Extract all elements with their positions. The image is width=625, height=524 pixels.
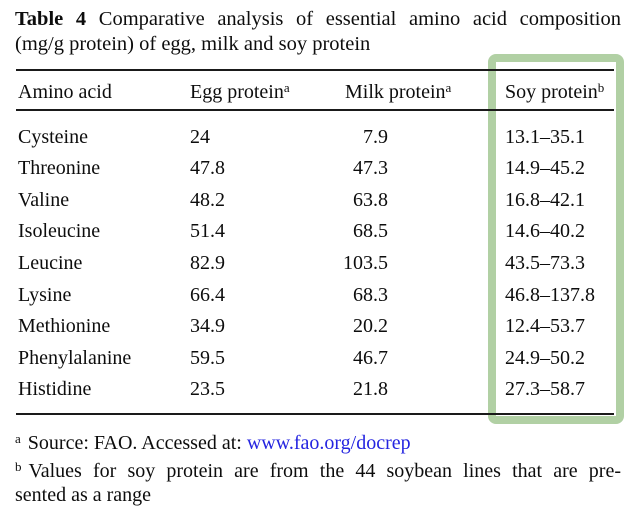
header-footnote-marker-a: a	[445, 80, 452, 95]
table-row: Cysteine 24 7.9 13.1–35.1	[0, 126, 625, 150]
cell-soy-value: 14.9–45.2	[505, 157, 585, 179]
table-header-row: Amino acid Egg proteina Milk proteina So…	[0, 81, 625, 105]
footnote-a-marker: a	[15, 431, 21, 446]
cell-soy-value: 27.3–58.7	[505, 378, 585, 400]
table-rule-top	[16, 69, 614, 71]
cell-egg-value: 47.8	[190, 157, 225, 179]
cell-milk-value: 21.8	[353, 378, 388, 400]
fao-link[interactable]: www.fao.org/docrep	[246, 432, 411, 454]
table-rule-header	[16, 109, 614, 111]
cell-milk-value: 68.5	[353, 220, 388, 242]
cell-egg-value: 23.5	[190, 378, 225, 400]
cell-egg-value: 24	[190, 126, 210, 148]
cell-egg-value: 48.2	[190, 189, 225, 211]
cell-amino-acid: Valine	[18, 189, 70, 211]
cell-amino-acid: Threonine	[18, 157, 101, 179]
soy-column-highlight-box	[488, 54, 624, 424]
cell-milk-value: 68.3	[353, 284, 388, 306]
table-caption: Table 4 Comparative analysis of essentia…	[15, 7, 621, 57]
cell-milk-value: 47.3	[353, 157, 388, 179]
cell-egg-value: 82.9	[190, 252, 225, 274]
cell-amino-acid: Methionine	[18, 315, 111, 337]
footnote-b-marker: b	[15, 459, 22, 474]
cell-amino-acid: Histidine	[18, 378, 92, 400]
cell-milk-value: 46.7	[353, 347, 388, 369]
cell-soy-value: 12.4–53.7	[505, 315, 585, 337]
footnote-a: a Source: FAO. Accessed at: www.fao.org/d…	[15, 431, 621, 455]
cell-amino-acid: Cysteine	[18, 126, 88, 148]
column-header-milk-protein: Milk proteina	[345, 80, 452, 103]
table-caption-line2: (mg/g protein) of egg, milk and soy prot…	[15, 33, 371, 55]
column-header-amino-acid: Amino acid	[18, 81, 112, 103]
column-header-egg-protein: Egg proteina	[190, 80, 290, 103]
column-header-soy-protein: Soy proteinb	[505, 80, 605, 103]
footnote-b-text: Values for soy protein are from the 44 s…	[28, 460, 622, 482]
table-row: Lysine 66.4 68.3 46.8–137.8	[0, 284, 625, 308]
table-row: Threonine 47.8 47.3 14.9–45.2	[0, 157, 625, 181]
cell-soy-value: 46.8–137.8	[505, 284, 595, 306]
cell-milk-value: 63.8	[353, 189, 388, 211]
cell-amino-acid: Lysine	[18, 284, 72, 306]
cell-egg-value: 59.5	[190, 347, 225, 369]
footnote-b-line1: b Values for soy protein are from the 44 …	[15, 459, 621, 483]
table-row: Histidine 23.5 21.8 27.3–58.7	[0, 378, 625, 402]
table-rule-bottom	[16, 413, 614, 415]
cell-soy-value: 14.6–40.2	[505, 220, 585, 242]
table-number-label: Table 4	[15, 8, 87, 30]
table-row: Methionine 34.9 20.2 12.4–53.7	[0, 315, 625, 339]
table-row: Valine 48.2 63.8 16.8–42.1	[0, 189, 625, 213]
cell-milk-value: 20.2	[353, 315, 388, 337]
cell-soy-value: 16.8–42.1	[505, 189, 585, 211]
cell-milk-value: 7.9	[363, 126, 388, 148]
cell-soy-value: 24.9–50.2	[505, 347, 585, 369]
table-row: Isoleucine 51.4 68.5 14.6–40.2	[0, 220, 625, 244]
cell-amino-acid: Leucine	[18, 252, 83, 274]
cell-egg-value: 34.9	[190, 315, 225, 337]
cell-soy-value: 13.1–35.1	[505, 126, 585, 148]
footnote-b-line2: sented as a range	[15, 484, 152, 506]
table-caption-text: Comparative analysis of essential amino …	[98, 8, 621, 30]
cell-soy-value: 43.5–73.3	[505, 252, 585, 274]
table-row: Phenylalanine 59.5 46.7 24.9–50.2	[0, 347, 625, 371]
table-caption-line1: Table 4 Comparative analysis of essentia…	[15, 7, 621, 32]
cell-egg-value: 66.4	[190, 284, 225, 306]
header-footnote-marker-b: b	[597, 80, 605, 95]
footnote-a-text: Source: FAO. Accessed at:	[27, 432, 242, 454]
cell-amino-acid: Phenylalanine	[18, 347, 132, 369]
cell-egg-value: 51.4	[190, 220, 225, 242]
cell-milk-value: 103.5	[343, 252, 388, 274]
cell-amino-acid: Isoleucine	[18, 220, 101, 242]
header-footnote-marker-a: a	[283, 80, 290, 95]
table-row: Leucine 82.9 103.5 43.5–73.3	[0, 252, 625, 276]
